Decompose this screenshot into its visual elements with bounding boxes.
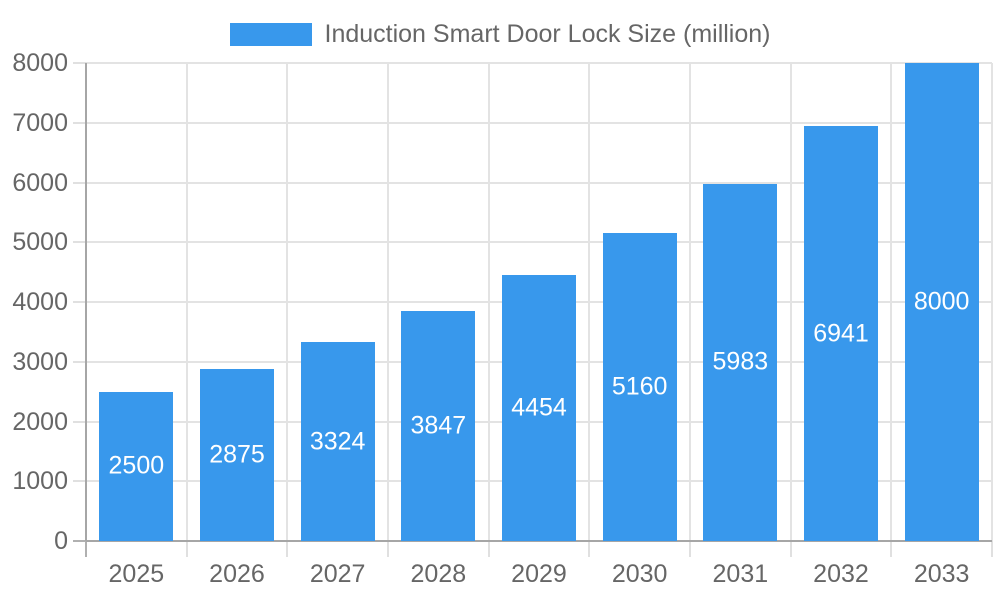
bar-value-label: 5160: [611, 372, 668, 401]
y-axis-tick: [73, 540, 86, 542]
h-gridline: [86, 181, 992, 184]
bar[interactable]: 5983: [703, 183, 778, 541]
x-axis-tick: [387, 541, 389, 557]
v-gridline: [890, 63, 893, 541]
v-gridline: [487, 63, 490, 541]
y-axis-tick: [73, 241, 86, 244]
y-axis-tick: [73, 420, 86, 423]
y-axis-tick: [73, 121, 86, 124]
y-axis-label: 5000: [12, 228, 68, 257]
v-gridline: [185, 63, 188, 541]
y-axis-line: [85, 63, 87, 541]
bar[interactable]: 6941: [804, 126, 878, 541]
h-gridline: [86, 121, 992, 124]
v-gridline: [286, 63, 289, 541]
y-axis-label: 0: [54, 527, 68, 555]
bar-value-label: 2875: [209, 440, 265, 469]
x-axis-tick: [185, 541, 188, 557]
legend-label: Induction Smart Door Lock Size (million): [324, 20, 771, 48]
bar[interactable]: 2875: [200, 369, 274, 541]
y-axis-tick: [73, 480, 86, 483]
y-axis-label: 8000: [12, 49, 68, 77]
bar[interactable]: 8000: [904, 63, 979, 541]
x-axis-label: 2027: [309, 560, 366, 588]
bar[interactable]: 3847: [401, 311, 476, 541]
y-axis-label: 2000: [12, 407, 68, 436]
x-axis-label: 2032: [813, 560, 869, 588]
h-gridline: [86, 241, 992, 244]
h-gridline: [86, 62, 992, 64]
v-gridline: [689, 63, 691, 541]
bar-value-label: 3847: [410, 411, 467, 440]
y-axis-tick: [73, 62, 86, 64]
x-axis-tick: [789, 541, 792, 557]
x-axis-label: 2026: [209, 560, 265, 588]
x-axis-tick: [85, 541, 87, 557]
x-axis-line: [86, 540, 992, 542]
y-axis-tick: [73, 181, 86, 184]
bar-value-label: 5983: [712, 347, 769, 376]
bar-value-label: 6941: [813, 319, 869, 348]
v-gridline: [588, 63, 591, 541]
v-gridline: [789, 63, 792, 541]
x-axis-label: 2025: [108, 560, 165, 588]
v-gridline: [387, 63, 389, 541]
x-axis-label: 2029: [511, 560, 567, 588]
x-axis-tick: [487, 541, 490, 557]
bar[interactable]: 2500: [99, 391, 174, 541]
y-axis-label: 1000: [12, 467, 68, 496]
x-axis-label: 2031: [712, 560, 769, 588]
x-axis-tick: [890, 541, 893, 557]
y-axis-label: 6000: [12, 168, 68, 197]
x-axis-tick: [588, 541, 591, 557]
x-axis-label: 2028: [410, 560, 467, 588]
legend-item[interactable]: Induction Smart Door Lock Size (million): [0, 20, 1000, 49]
bar-value-label: 3324: [309, 427, 366, 456]
x-axis-label: 2030: [611, 560, 668, 588]
bar-value-label: 2500: [108, 451, 165, 480]
legend-swatch: [229, 23, 312, 46]
bar[interactable]: 3324: [300, 342, 375, 541]
bar[interactable]: 5160: [602, 232, 677, 541]
y-axis-tick: [73, 301, 86, 303]
x-axis-label: 2033: [913, 560, 970, 588]
y-axis-label: 4000: [12, 288, 68, 316]
x-axis-tick: [689, 541, 691, 557]
x-axis-tick: [991, 541, 993, 557]
bar-value-label: 4454: [511, 393, 567, 422]
y-axis-tick: [73, 360, 86, 363]
y-axis-label: 7000: [12, 108, 68, 137]
v-gridline: [991, 63, 993, 541]
bar[interactable]: 4454: [502, 274, 576, 541]
bar-value-label: 8000: [913, 287, 970, 316]
y-axis-label: 3000: [12, 347, 68, 376]
x-axis-tick: [286, 541, 289, 557]
